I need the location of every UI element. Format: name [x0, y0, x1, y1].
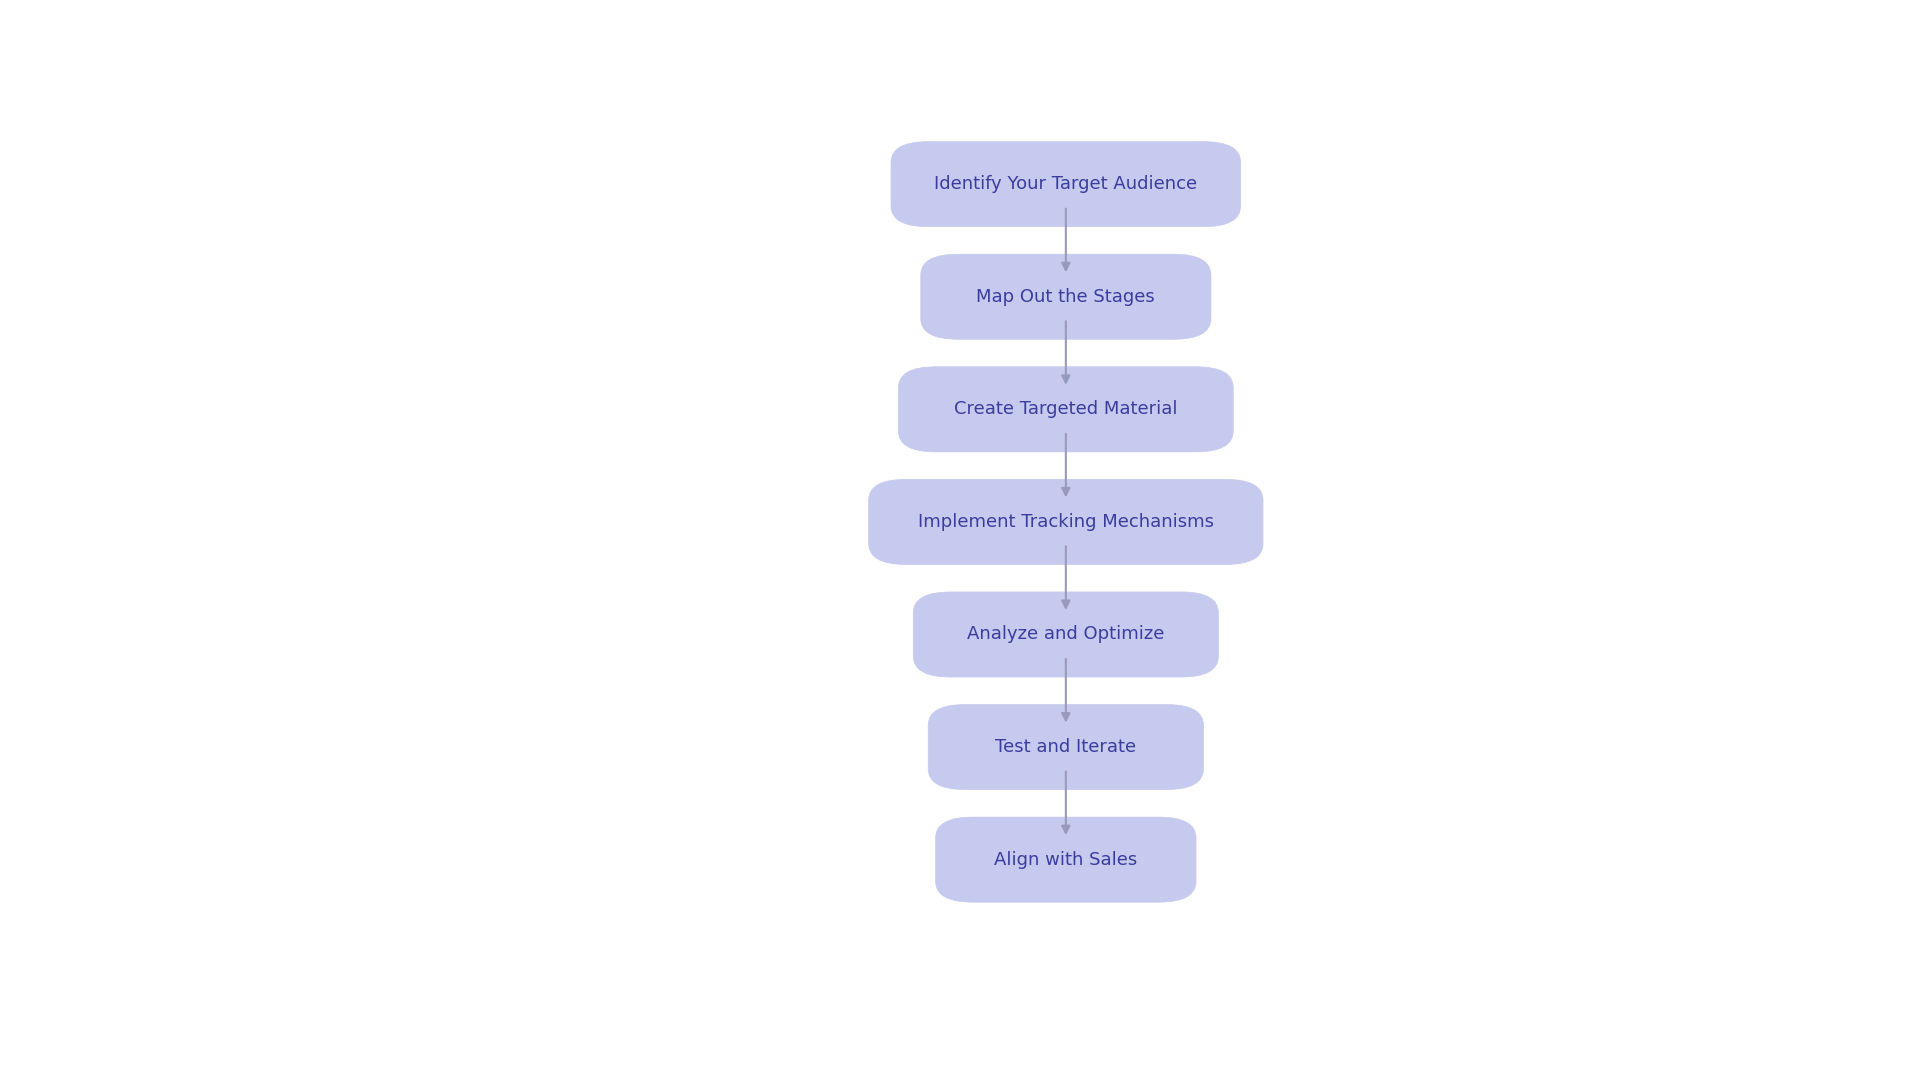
FancyBboxPatch shape	[927, 705, 1204, 790]
FancyBboxPatch shape	[868, 480, 1263, 564]
FancyBboxPatch shape	[914, 592, 1219, 677]
FancyBboxPatch shape	[899, 367, 1233, 452]
Text: Identify Your Target Audience: Identify Your Target Audience	[935, 175, 1198, 193]
Text: Test and Iterate: Test and Iterate	[995, 738, 1137, 756]
FancyBboxPatch shape	[935, 817, 1196, 902]
FancyBboxPatch shape	[891, 142, 1240, 226]
Text: Create Targeted Material: Create Targeted Material	[954, 401, 1177, 418]
Text: Analyze and Optimize: Analyze and Optimize	[968, 626, 1165, 643]
FancyBboxPatch shape	[922, 255, 1212, 339]
Text: Implement Tracking Mechanisms: Implement Tracking Mechanisms	[918, 513, 1213, 531]
Text: Align with Sales: Align with Sales	[995, 850, 1137, 869]
Text: Map Out the Stages: Map Out the Stages	[977, 288, 1156, 305]
